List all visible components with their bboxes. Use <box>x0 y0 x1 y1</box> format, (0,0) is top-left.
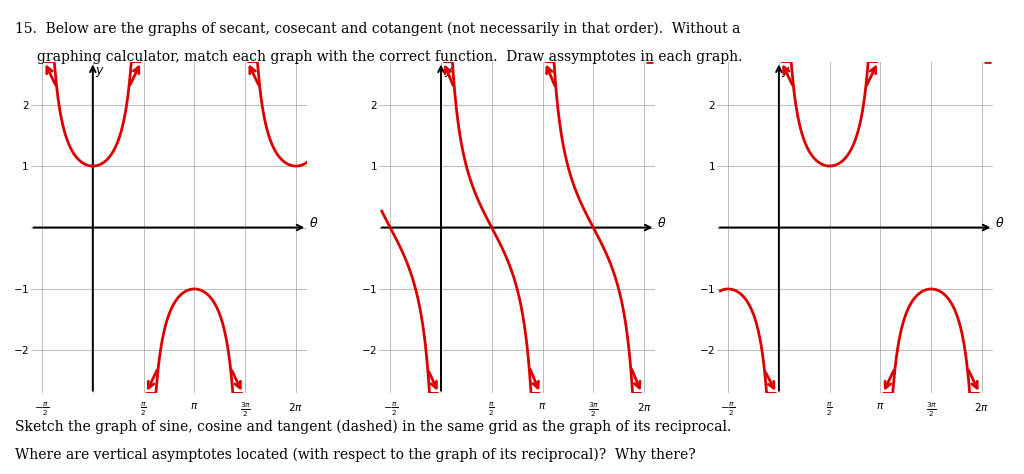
Text: $\theta$: $\theta$ <box>309 216 318 229</box>
Text: $-1$: $-1$ <box>12 283 29 295</box>
Text: $\frac{3\pi}{2}$: $\frac{3\pi}{2}$ <box>588 401 599 419</box>
Text: $\theta$: $\theta$ <box>995 216 1005 229</box>
Text: $\frac{\pi}{2}$: $\frac{\pi}{2}$ <box>140 401 146 418</box>
Text: $-2$: $-2$ <box>13 345 29 356</box>
Text: $-1$: $-1$ <box>698 283 715 295</box>
Text: $\frac{\pi}{2}$: $\frac{\pi}{2}$ <box>488 401 495 418</box>
Text: $-\frac{\pi}{2}$: $-\frac{\pi}{2}$ <box>721 401 736 418</box>
Text: $\frac{3\pi}{2}$: $\frac{3\pi}{2}$ <box>926 401 937 419</box>
Text: $y$: $y$ <box>95 64 105 79</box>
Text: $\pi$: $\pi$ <box>877 401 885 411</box>
Text: $-2$: $-2$ <box>361 345 377 356</box>
Text: $\pi$: $\pi$ <box>190 401 199 411</box>
Text: $1$: $1$ <box>708 160 715 172</box>
Text: $2\pi$: $2\pi$ <box>975 401 989 413</box>
Text: $\frac{\pi}{2}$: $\frac{\pi}{2}$ <box>826 401 833 418</box>
Text: $\frac{3\pi}{2}$: $\frac{3\pi}{2}$ <box>240 401 251 419</box>
Text: $-1$: $-1$ <box>360 283 377 295</box>
Text: $1$: $1$ <box>22 160 29 172</box>
Text: $1$: $1$ <box>370 160 377 172</box>
Text: $y$: $y$ <box>781 64 792 79</box>
Text: $2$: $2$ <box>708 99 715 110</box>
Text: $\pi$: $\pi$ <box>539 401 547 411</box>
Text: $-\frac{\pi}{2}$: $-\frac{\pi}{2}$ <box>35 401 50 418</box>
Text: $2\pi$: $2\pi$ <box>637 401 651 413</box>
Text: $-\frac{\pi}{2}$: $-\frac{\pi}{2}$ <box>383 401 398 418</box>
Text: Sketch the graph of sine, cosine and tangent (dashed) in the same grid as the gr: Sketch the graph of sine, cosine and tan… <box>15 419 731 434</box>
Text: $\theta$: $\theta$ <box>657 216 667 229</box>
Text: Where are vertical asymptotes located (with respect to the graph of its reciproc: Where are vertical asymptotes located (w… <box>15 448 696 462</box>
Text: $2$: $2$ <box>370 99 377 110</box>
Text: $y$: $y$ <box>443 64 454 79</box>
Text: $2\pi$: $2\pi$ <box>289 401 303 413</box>
Text: $2$: $2$ <box>22 99 29 110</box>
Text: $-2$: $-2$ <box>699 345 715 356</box>
Text: graphing calculator, match each graph with the correct function.  Draw assymptot: graphing calculator, match each graph wi… <box>15 50 742 64</box>
Text: 15.  Below are the graphs of secant, cosecant and cotangent (not necessarily in : 15. Below are the graphs of secant, cose… <box>15 21 740 36</box>
